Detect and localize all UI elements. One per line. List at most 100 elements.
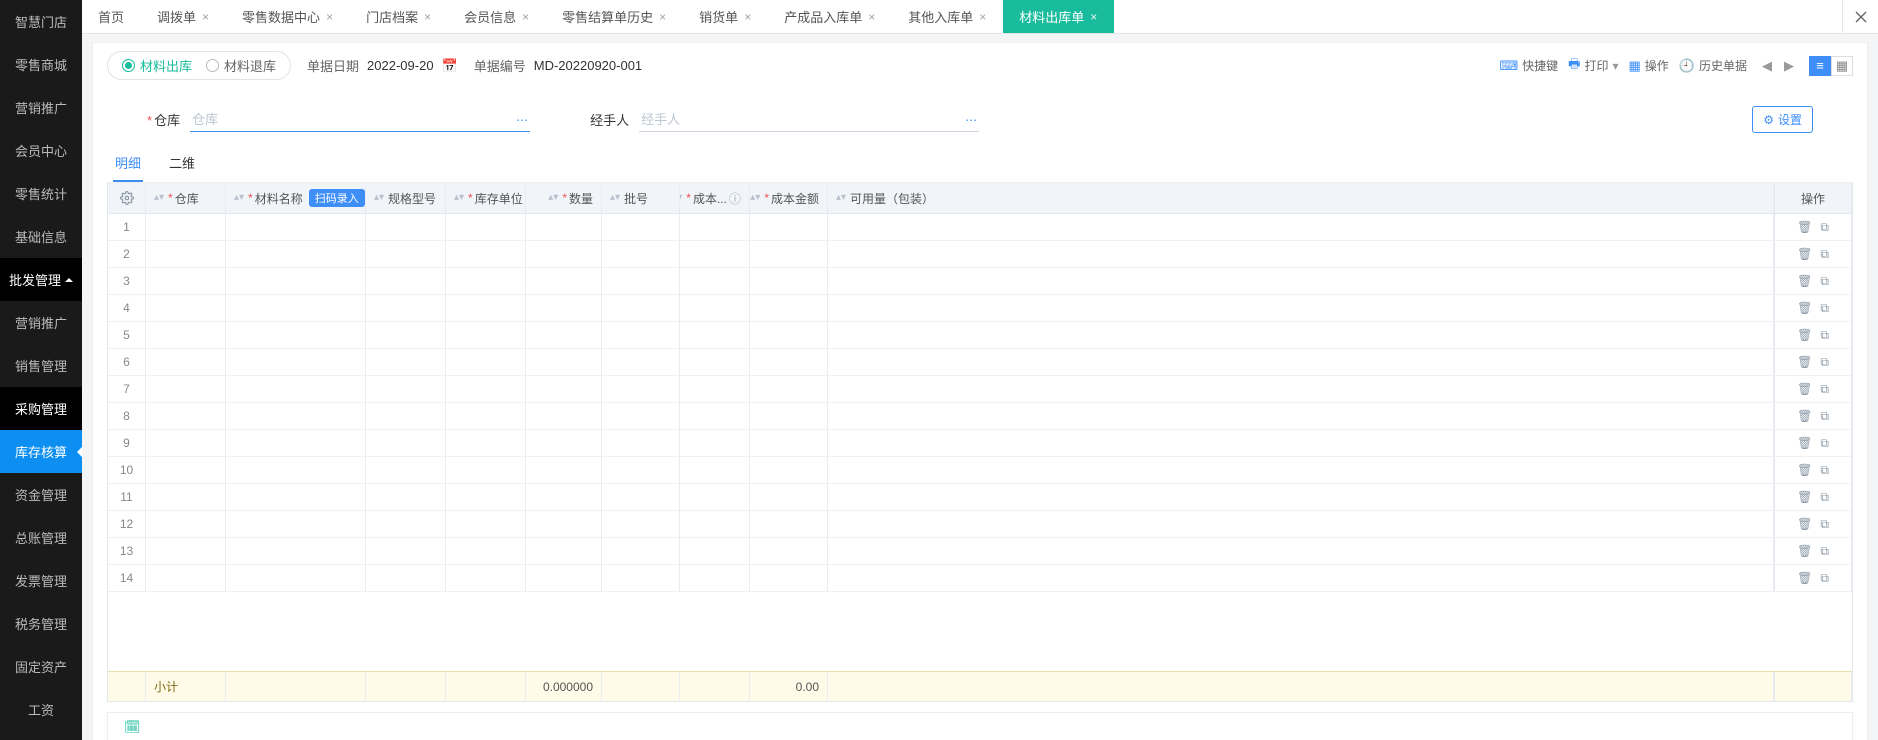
table-row[interactable]: 10🗑⧉ [108, 457, 1852, 484]
cell-lot[interactable] [602, 349, 680, 375]
sidebar-item-funds-mgmt[interactable]: 资金管理 [0, 473, 82, 516]
cell-cost-amount[interactable] [750, 403, 828, 429]
cell-material[interactable] [226, 241, 366, 267]
cell-qty[interactable] [526, 511, 602, 537]
cell-warehouse[interactable] [146, 457, 226, 483]
cell-unit[interactable] [446, 511, 526, 537]
cell-lot[interactable] [602, 565, 680, 591]
cell-material[interactable] [226, 214, 366, 240]
cell-material[interactable] [226, 484, 366, 510]
tab-零售数据中心[interactable]: 零售数据中心× [226, 0, 350, 33]
cell-warehouse[interactable] [146, 484, 226, 510]
cell-cost-amount[interactable] [750, 511, 828, 537]
cell-qty[interactable] [526, 376, 602, 402]
copy-row-icon[interactable]: ⧉ [1820, 517, 1829, 532]
sidebar-item-ledger-mgmt[interactable]: 总账管理 [0, 516, 82, 559]
delete-row-icon[interactable]: 🗑 [1797, 463, 1812, 478]
cell-material[interactable] [226, 511, 366, 537]
delete-row-icon[interactable]: 🗑 [1797, 247, 1812, 262]
copy-row-icon[interactable]: ⧉ [1820, 382, 1829, 397]
subtab-two-dimension[interactable]: 二维 [167, 147, 197, 182]
settings-button[interactable]: ⚙ 设置 [1752, 106, 1813, 133]
cell-lot[interactable] [602, 376, 680, 402]
sidebar-item-retail-mall[interactable]: 零售商城 [0, 43, 82, 86]
close-icon[interactable]: × [326, 10, 333, 24]
cell-cost-amount[interactable] [750, 268, 828, 294]
cell-warehouse[interactable] [146, 538, 226, 564]
cell-cost-amount[interactable] [750, 322, 828, 348]
close-icon[interactable]: × [979, 10, 986, 24]
close-icon[interactable]: × [424, 10, 431, 24]
sidebar-item-basic-info[interactable]: 基础信息 [0, 215, 82, 258]
cell-unit[interactable] [446, 376, 526, 402]
column-material[interactable]: ▴▾*材料名称扫码录入 [226, 183, 366, 213]
copy-row-icon[interactable]: ⧉ [1820, 301, 1829, 316]
sidebar-item-retail-stats[interactable]: 零售统计 [0, 172, 82, 215]
print-button[interactable]: 🖶 打印 ▾ [1568, 55, 1618, 77]
cell-lot[interactable] [602, 430, 680, 456]
ellipsis-icon[interactable]: ⋯ [516, 113, 528, 127]
sidebar-section-wholesale[interactable]: 批发管理 [0, 258, 82, 301]
cell-unit[interactable] [446, 565, 526, 591]
bill-date-value[interactable]: 2022-09-20 [367, 58, 434, 73]
cell-available[interactable] [828, 376, 1774, 402]
delete-row-icon[interactable]: 🗑 [1797, 274, 1812, 289]
cell-spec[interactable] [366, 565, 446, 591]
column-unit[interactable]: ▴▾*库存单位 [446, 183, 526, 213]
cell-unit[interactable] [446, 349, 526, 375]
copy-row-icon[interactable]: ⧉ [1820, 571, 1829, 586]
cell-spec[interactable] [366, 403, 446, 429]
cell-available[interactable] [828, 430, 1774, 456]
cell-available[interactable] [828, 457, 1774, 483]
column-available[interactable]: ▴▾可用量（包装） [828, 183, 1774, 213]
cell-cost-price[interactable] [680, 430, 750, 456]
cell-available[interactable] [828, 322, 1774, 348]
view-list-button[interactable]: ≡ [1809, 56, 1831, 76]
column-settings[interactable] [108, 183, 146, 213]
table-row[interactable]: 1🗑⧉ [108, 214, 1852, 241]
cell-material[interactable] [226, 376, 366, 402]
cell-lot[interactable] [602, 484, 680, 510]
cell-qty[interactable] [526, 214, 602, 240]
column-cost-amount[interactable]: ▴▾*成本金额 [750, 183, 828, 213]
tab-其他入库单[interactable]: 其他入库单× [892, 0, 1003, 33]
table-row[interactable]: 5🗑⧉ [108, 322, 1852, 349]
cell-cost-price[interactable] [680, 322, 750, 348]
subtab-detail[interactable]: 明细 [113, 147, 143, 182]
cell-spec[interactable] [366, 295, 446, 321]
cell-cost-price[interactable] [680, 538, 750, 564]
scan-entry-badge[interactable]: 扫码录入 [309, 189, 365, 207]
shortcut-button[interactable]: ⌨ 快捷键 [1499, 57, 1558, 74]
tab-会员信息[interactable]: 会员信息× [448, 0, 546, 33]
cell-qty[interactable] [526, 322, 602, 348]
cell-qty[interactable] [526, 241, 602, 267]
cell-available[interactable] [828, 538, 1774, 564]
delete-row-icon[interactable]: 🗑 [1797, 436, 1812, 451]
radio-material-out[interactable]: 材料出库 [122, 56, 192, 75]
sidebar-item-purchase-mgmt[interactable]: 采购管理 [0, 387, 82, 430]
sidebar-item-inventory-costing[interactable]: 库存核算 [0, 430, 82, 473]
cell-cost-amount[interactable] [750, 349, 828, 375]
cell-cost-amount[interactable] [750, 484, 828, 510]
cell-available[interactable] [828, 268, 1774, 294]
copy-row-icon[interactable]: ⧉ [1820, 355, 1829, 370]
prev-button[interactable]: ◀ [1757, 56, 1777, 76]
cell-cost-amount[interactable] [750, 376, 828, 402]
cell-lot[interactable] [602, 538, 680, 564]
table-row[interactable]: 11🗑⧉ [108, 484, 1852, 511]
cell-cost-price[interactable] [680, 241, 750, 267]
cell-unit[interactable] [446, 484, 526, 510]
delete-row-icon[interactable]: 🗑 [1797, 355, 1812, 370]
cell-unit[interactable] [446, 403, 526, 429]
cell-cost-amount[interactable] [750, 565, 828, 591]
cell-cost-amount[interactable] [750, 295, 828, 321]
close-icon[interactable]: × [744, 10, 751, 24]
table-row[interactable]: 12🗑⧉ [108, 511, 1852, 538]
cell-cost-amount[interactable] [750, 241, 828, 267]
cell-cost-price[interactable] [680, 403, 750, 429]
next-button[interactable]: ▶ [1779, 56, 1799, 76]
cell-cost-price[interactable] [680, 295, 750, 321]
table-row[interactable]: 3🗑⧉ [108, 268, 1852, 295]
tab-材料出库单[interactable]: 材料出库单× [1003, 0, 1114, 33]
cell-available[interactable] [828, 349, 1774, 375]
